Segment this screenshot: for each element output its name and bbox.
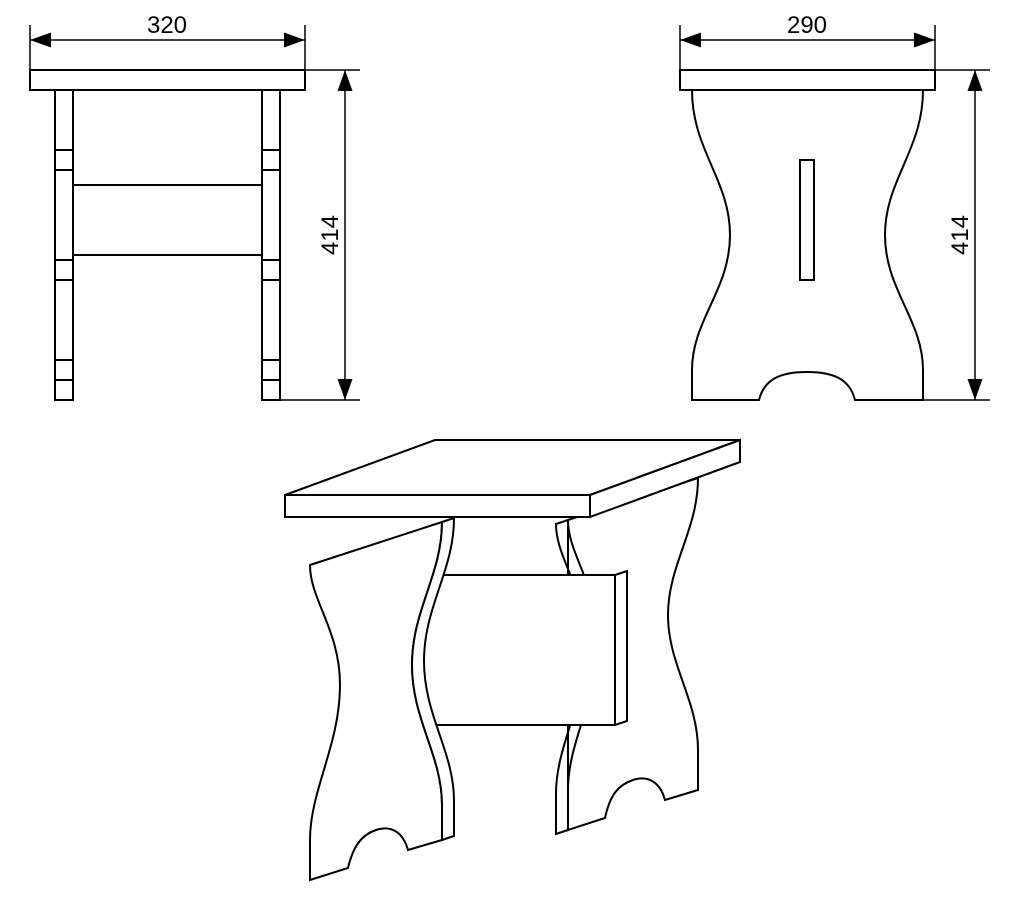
dim-side-height-label: 414	[947, 215, 974, 255]
dim-side-height: 414	[923, 70, 990, 400]
dim-front-width: 320	[30, 12, 305, 70]
side-top-plate	[680, 70, 935, 90]
side-slot	[800, 160, 814, 280]
dim-front-height-label: 414	[317, 215, 344, 255]
front-left-leg	[55, 90, 73, 400]
dim-side-width-label: 290	[787, 12, 827, 39]
iso-view	[285, 440, 740, 880]
side-view: 290 414	[680, 12, 990, 400]
front-right-leg	[262, 90, 280, 400]
dim-side-width: 290	[680, 12, 935, 70]
front-stretcher	[73, 185, 262, 255]
front-view: 320 4	[30, 12, 360, 400]
front-top-plate	[30, 70, 305, 90]
dim-front-height: 414	[280, 70, 360, 400]
dim-front-width-label: 320	[147, 12, 187, 39]
